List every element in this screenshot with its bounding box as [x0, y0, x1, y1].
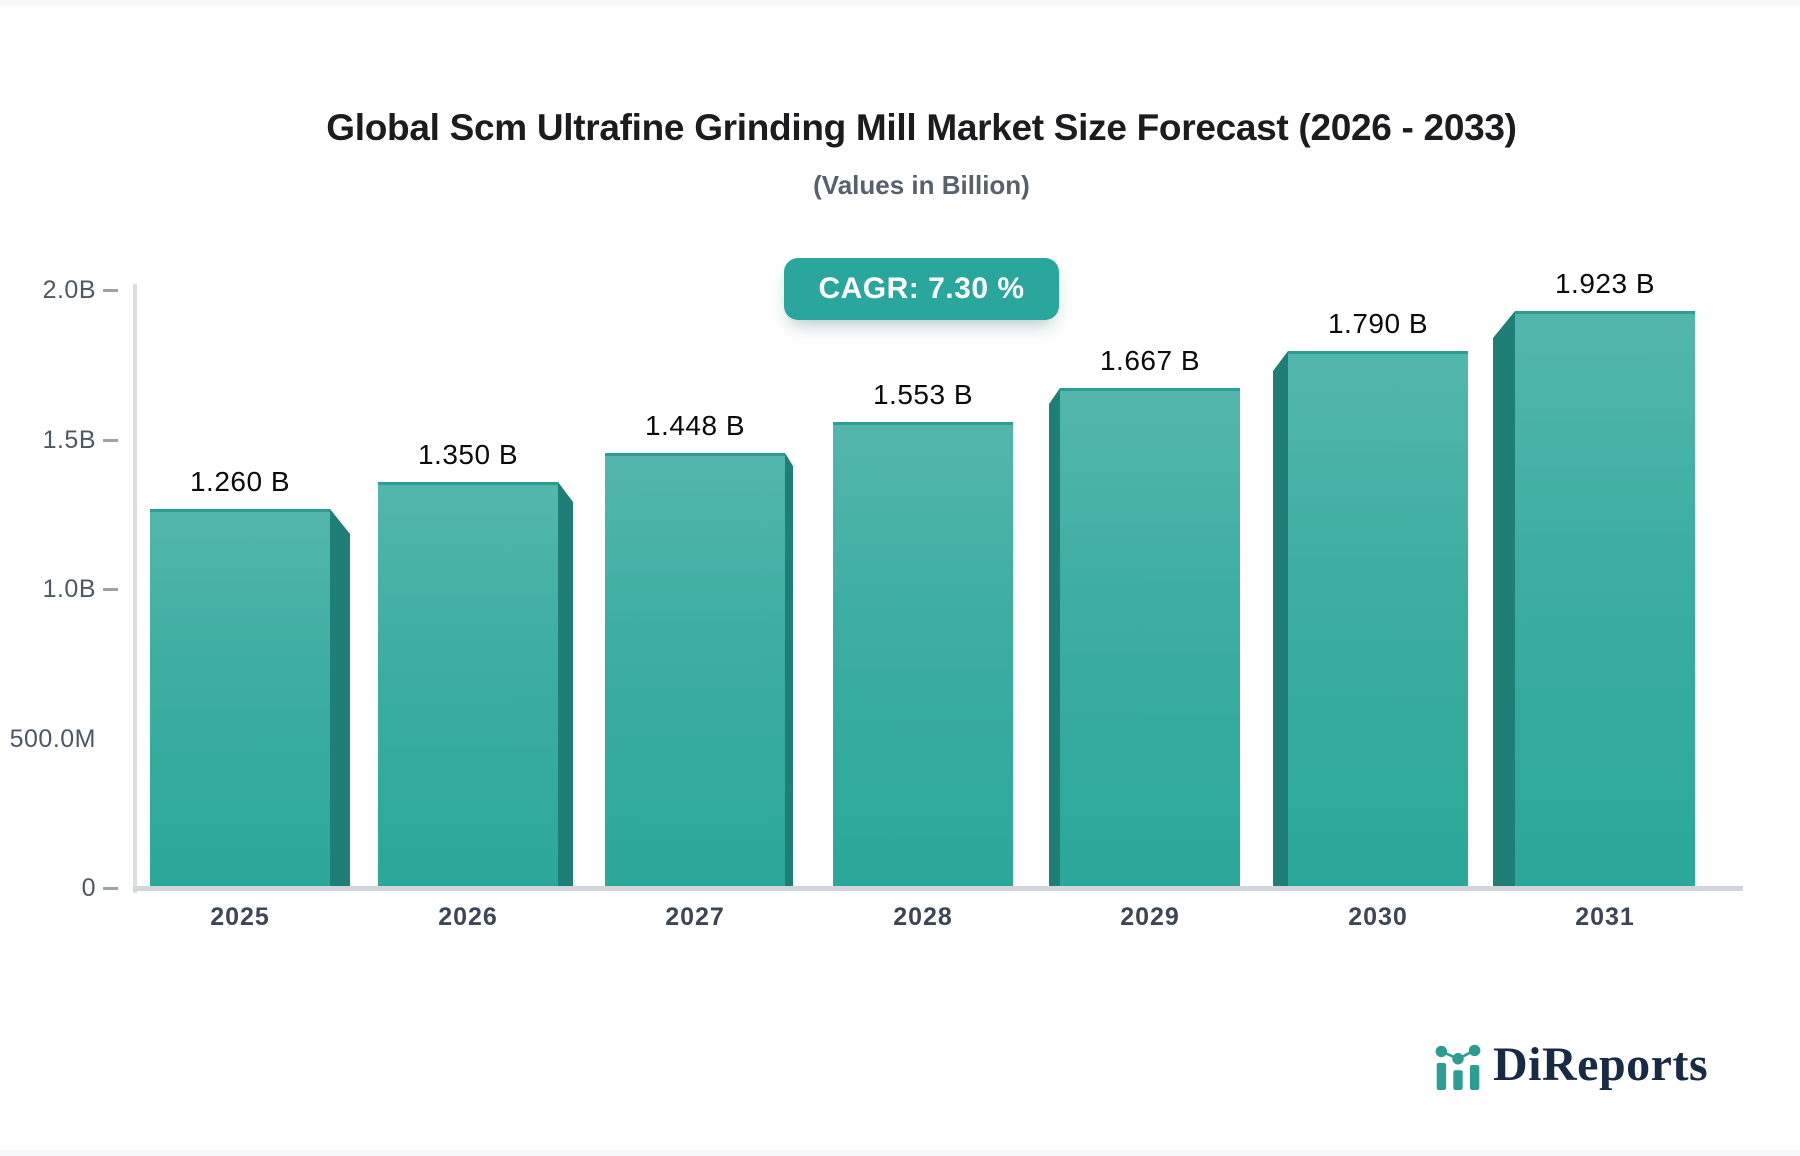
x-label-2027: 2027 [665, 903, 725, 931]
bar-chart-logo-icon [1435, 1044, 1481, 1090]
bar-value-label: 1.260 B [189, 466, 291, 497]
bar-face [605, 453, 785, 886]
x-label-2025: 2025 [210, 903, 270, 931]
y-tick-2_0b: 2.0B [0, 276, 118, 304]
bar-2028: 1.553 B [833, 379, 1013, 886]
chart-card: Global Scm Ultrafine Grinding Mill Marke… [0, 6, 1800, 1150]
brand-name: DiReports [1493, 1038, 1709, 1091]
bar-2031: 1.923 B [1493, 268, 1695, 886]
x-label-2031: 2031 [1575, 903, 1635, 931]
bar-value-label: 1.553 B [872, 379, 974, 410]
bar-face [150, 509, 330, 886]
bar-side-face [1273, 351, 1288, 886]
bar-face [378, 482, 558, 886]
bar-side-face [558, 482, 573, 886]
bar-2029: 1.667 B [1049, 345, 1240, 886]
y-tick-dash-icon [103, 886, 118, 890]
y-tick-dash-icon [103, 288, 118, 292]
y-tick-label: 500.0M [9, 724, 96, 753]
y-tick-label: 0 [81, 873, 96, 902]
y-tick-500m: 500.0M [0, 725, 118, 753]
y-tick-label: 2.0B [42, 275, 96, 304]
bar-side-face [330, 509, 350, 886]
y-tick-dash-icon [103, 587, 118, 591]
bar-face [1060, 388, 1240, 886]
y-axis-line [133, 284, 137, 893]
x-label-2026: 2026 [438, 903, 498, 931]
cagr-badge: CAGR: 7.30 % [784, 258, 1059, 320]
y-tick-0: 0 [0, 874, 118, 902]
x-label-2029: 2029 [1120, 903, 1180, 931]
bar-2030: 1.790 B [1273, 308, 1468, 886]
bar-2025: 1.260 B [150, 466, 350, 886]
bar-value-label: 1.790 B [1327, 308, 1429, 339]
bar-side-face [785, 453, 793, 886]
x-label-2028: 2028 [893, 903, 953, 931]
bar-side-face [1493, 311, 1515, 886]
bar-face [1515, 311, 1695, 886]
y-tick-label: 1.0B [42, 574, 96, 603]
bar-face [833, 422, 1013, 886]
chart-subtitle: (Values in Billion) [813, 170, 1030, 200]
bar-side-face [1049, 388, 1060, 886]
cagr-badge-row: CAGR: 7.30 % [133, 258, 1710, 320]
bar-value-label: 1.350 B [417, 439, 519, 470]
x-axis-line [133, 886, 1743, 891]
y-tick-1_0b: 1.0B [0, 575, 118, 603]
bar-value-label: 1.667 B [1099, 345, 1201, 376]
bar-2026: 1.350 B [378, 439, 573, 886]
brand-logo: DiReports [1432, 1036, 1708, 1094]
y-tick-dash-icon [103, 438, 118, 442]
y-tick-1_5b: 1.5B [0, 426, 118, 454]
bar-face [1288, 351, 1468, 886]
bar-2027: 1.448 B [605, 410, 793, 886]
y-tick-label: 1.5B [42, 425, 96, 454]
x-label-2030: 2030 [1348, 903, 1408, 931]
chart-title: Global Scm Ultrafine Grinding Mill Marke… [326, 107, 1517, 148]
bar-value-label: 1.448 B [644, 410, 746, 441]
bar-value-label: 1.923 B [1554, 268, 1656, 299]
